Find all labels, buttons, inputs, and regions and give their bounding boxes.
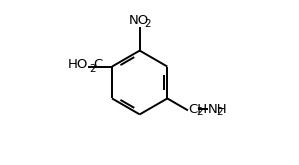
Text: CH: CH	[188, 103, 207, 116]
Text: 2: 2	[216, 107, 222, 117]
Text: NO: NO	[129, 14, 149, 27]
Text: C: C	[93, 58, 103, 71]
Text: 2: 2	[144, 18, 151, 29]
Text: 2: 2	[196, 107, 202, 117]
Text: 2: 2	[89, 64, 96, 74]
Text: HO: HO	[68, 58, 88, 71]
Text: NH: NH	[208, 103, 227, 116]
